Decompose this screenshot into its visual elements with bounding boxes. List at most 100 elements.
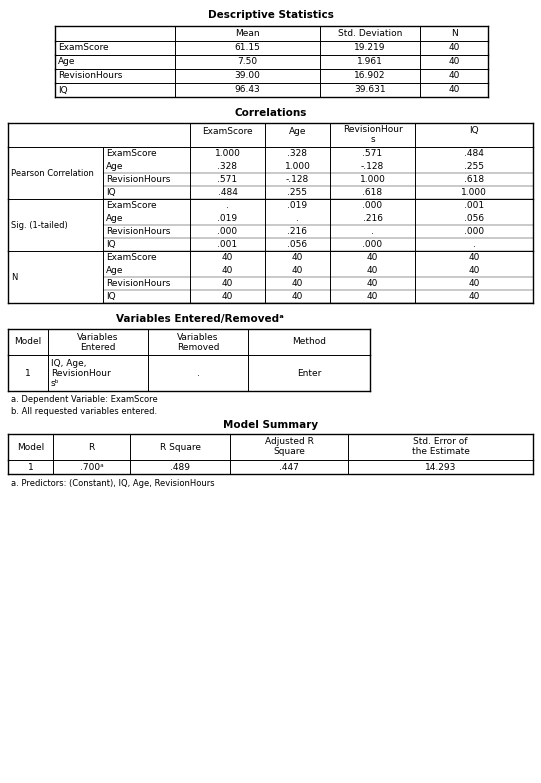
Text: 1.000: 1.000 [360,175,385,184]
Text: Entered: Entered [80,342,116,352]
Text: Model: Model [15,337,42,347]
Text: .328: .328 [287,149,307,158]
Text: 1.961: 1.961 [357,57,383,67]
Text: .001: .001 [217,240,237,249]
Text: 40: 40 [292,253,303,262]
Text: 40: 40 [222,292,233,301]
Text: 39.631: 39.631 [354,85,386,95]
Text: .001: .001 [464,201,484,210]
Text: 40: 40 [469,253,480,262]
Text: RevisionHours: RevisionHours [58,71,122,81]
Text: R: R [88,442,95,452]
Text: IQ, Age,: IQ, Age, [51,359,87,367]
Text: ExamScore: ExamScore [106,253,157,262]
Text: 39.00: 39.00 [235,71,260,81]
Text: 40: 40 [222,266,233,275]
Text: .216: .216 [287,227,307,236]
Text: .: . [196,369,200,377]
Text: Mean: Mean [235,29,260,38]
Text: N: N [451,29,457,38]
Text: 1.000: 1.000 [285,162,311,171]
Text: R Square: R Square [160,442,201,452]
Text: ExamScore: ExamScore [106,201,157,210]
Text: .056: .056 [464,214,484,223]
Text: Descriptive Statistics: Descriptive Statistics [208,10,334,20]
Text: .: . [226,201,229,210]
Text: IQ: IQ [106,240,116,249]
Text: 40: 40 [367,266,378,275]
Text: a. Dependent Variable: ExamScore: a. Dependent Variable: ExamScore [11,395,158,405]
Text: 7.50: 7.50 [237,57,258,67]
Text: 40: 40 [222,279,233,288]
Text: .000: .000 [362,201,382,210]
Text: Pearson Correlation: Pearson Correlation [11,168,94,178]
Text: .019: .019 [287,201,308,210]
Text: -.128: -.128 [286,175,309,184]
Text: s: s [370,135,375,145]
Text: Variables: Variables [77,333,118,341]
Text: 40: 40 [448,71,460,81]
Text: Enter: Enter [297,369,321,377]
Text: 40: 40 [469,266,480,275]
Text: 40: 40 [448,44,460,52]
Text: Variables: Variables [177,333,219,341]
Text: sᵇ: sᵇ [51,378,60,388]
Text: Sig. (1-tailed): Sig. (1-tailed) [11,221,68,229]
Text: 40: 40 [469,292,480,301]
Text: Age: Age [106,162,123,171]
Text: .571: .571 [217,175,237,184]
Text: 40: 40 [292,279,303,288]
Text: 40: 40 [292,292,303,301]
Text: Age: Age [106,214,123,223]
Text: Age: Age [106,266,123,275]
Text: 1: 1 [25,369,31,377]
Text: .000: .000 [362,240,382,249]
Text: Removed: Removed [177,342,219,352]
Text: 1.000: 1.000 [461,188,487,197]
Text: .447: .447 [279,463,299,471]
Text: 1.000: 1.000 [215,149,240,158]
Text: .: . [296,214,299,223]
Text: -.128: -.128 [361,162,384,171]
Text: RevisionHours: RevisionHours [106,279,170,288]
Text: IQ: IQ [106,292,116,301]
Text: ExamScore: ExamScore [58,44,109,52]
Text: 40: 40 [448,57,460,67]
Text: .000: .000 [217,227,237,236]
Text: 40: 40 [367,253,378,262]
Text: 1: 1 [28,463,34,471]
Text: Std. Error of: Std. Error of [413,438,468,446]
Text: ExamScore: ExamScore [202,127,253,135]
Text: Age: Age [58,57,76,67]
Text: IQ: IQ [106,188,116,197]
Text: 40: 40 [292,266,303,275]
Text: ExamScore: ExamScore [106,149,157,158]
Text: 40: 40 [367,279,378,288]
Text: .: . [472,240,476,249]
Text: 14.293: 14.293 [425,463,456,471]
Text: IQ: IQ [469,127,479,135]
Text: .484: .484 [217,188,237,197]
Text: a. Predictors: (Constant), IQ, Age, RevisionHours: a. Predictors: (Constant), IQ, Age, Revi… [11,478,215,488]
Text: RevisionHours: RevisionHours [106,227,170,236]
Text: the Estimate: the Estimate [412,448,470,456]
Text: 40: 40 [367,292,378,301]
Text: .328: .328 [217,162,237,171]
Text: RevisionHour: RevisionHour [51,369,111,377]
Text: Model Summary: Model Summary [223,420,319,430]
Text: .216: .216 [362,214,382,223]
Text: Adjusted R: Adjusted R [265,438,313,446]
Text: N: N [11,272,17,282]
Text: IQ: IQ [58,85,68,95]
Text: Variables Entered/Removedᵃ: Variables Entered/Removedᵃ [116,314,284,324]
Text: .571: .571 [362,149,382,158]
Text: RevisionHour: RevisionHour [342,124,403,133]
Text: .489: .489 [170,463,190,471]
Text: 40: 40 [222,253,233,262]
Text: 61.15: 61.15 [235,44,260,52]
Text: .484: .484 [464,149,484,158]
Text: .618: .618 [464,175,484,184]
Text: .700ᵃ: .700ᵃ [80,463,103,471]
Text: .000: .000 [464,227,484,236]
Text: 40: 40 [469,279,480,288]
